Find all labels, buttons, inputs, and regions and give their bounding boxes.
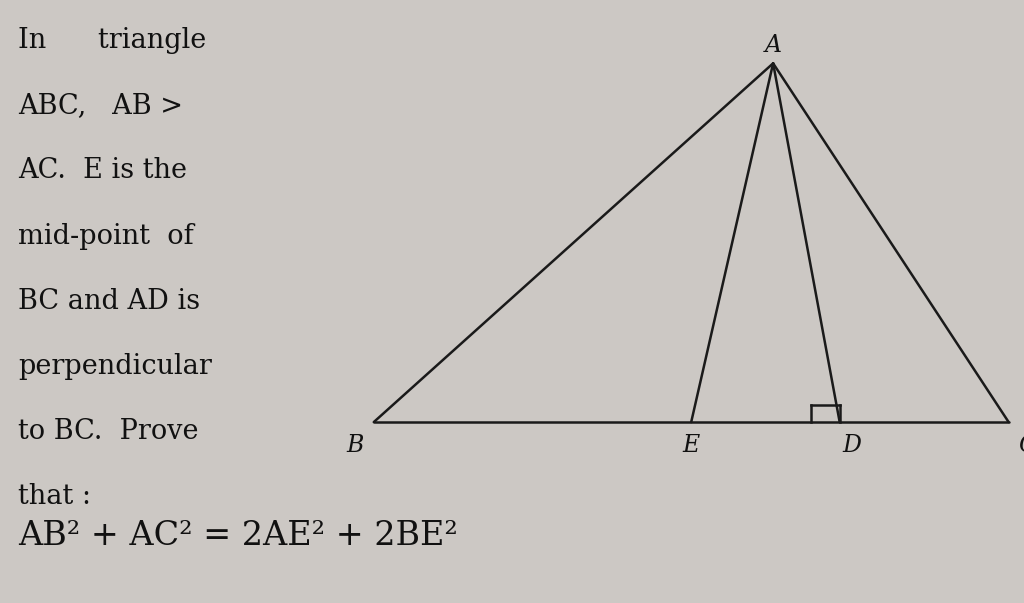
Text: that :: that :: [18, 483, 91, 510]
Text: mid-point  of: mid-point of: [18, 223, 195, 250]
Text: In      triangle: In triangle: [18, 27, 207, 54]
Text: ABC,   AB >: ABC, AB >: [18, 92, 183, 119]
Text: BC and AD is: BC and AD is: [18, 288, 201, 315]
Text: AB² + AC² = 2AE² + 2BE²: AB² + AC² = 2AE² + 2BE²: [18, 520, 459, 552]
Text: B: B: [347, 434, 364, 456]
Text: AC.  E is the: AC. E is the: [18, 157, 187, 185]
Text: E: E: [683, 434, 699, 456]
Text: perpendicular: perpendicular: [18, 353, 212, 380]
Text: to BC.  Prove: to BC. Prove: [18, 418, 199, 445]
Text: C: C: [1018, 434, 1024, 456]
Text: A: A: [765, 34, 781, 57]
Text: D: D: [843, 434, 861, 456]
